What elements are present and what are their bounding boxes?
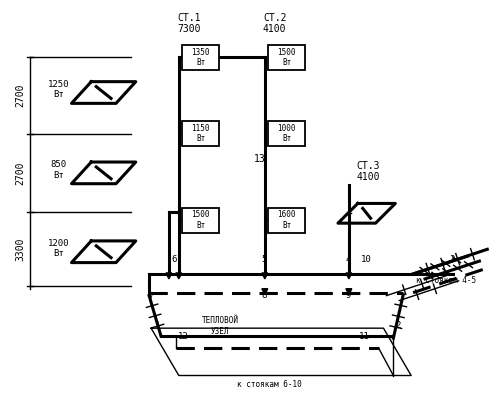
Text: 9: 9 <box>346 291 351 300</box>
Text: 1150
Вт: 1150 Вт <box>191 124 210 143</box>
Bar <box>182 45 219 70</box>
Text: 10: 10 <box>361 255 371 264</box>
Text: 8: 8 <box>262 291 267 300</box>
Text: 1000
Вт: 1000 Вт <box>277 124 296 143</box>
Text: СТ.3
4100: СТ.3 4100 <box>357 160 380 182</box>
Bar <box>182 121 219 146</box>
Text: 2: 2 <box>395 321 401 330</box>
Text: 11: 11 <box>359 332 369 341</box>
Text: 1500
Вт: 1500 Вт <box>191 211 210 230</box>
Bar <box>268 208 305 232</box>
Text: 1500
Вт: 1500 Вт <box>277 48 296 67</box>
Text: 3: 3 <box>450 255 455 264</box>
Text: 1600
Вт: 1600 Вт <box>277 211 296 230</box>
Text: ТЕПЛОВОЙ
УЗЕЛ: ТЕПЛОВОЙ УЗЕЛ <box>202 316 239 336</box>
Bar <box>268 45 305 70</box>
Polygon shape <box>346 273 352 279</box>
Polygon shape <box>262 273 268 279</box>
Text: 7: 7 <box>147 294 153 302</box>
Bar <box>182 208 219 232</box>
Polygon shape <box>176 273 182 279</box>
Polygon shape <box>262 289 268 295</box>
Text: 2700: 2700 <box>15 84 25 107</box>
Text: 5: 5 <box>262 255 267 264</box>
Text: 13: 13 <box>254 154 266 164</box>
Text: к стоякам 4-5: к стоякам 4-5 <box>416 276 476 285</box>
Text: 12: 12 <box>178 332 188 341</box>
Text: 1200
Вт: 1200 Вт <box>47 239 69 258</box>
Text: 3300: 3300 <box>15 237 25 261</box>
Text: 1350
Вт: 1350 Вт <box>191 48 210 67</box>
Text: 1: 1 <box>155 321 161 330</box>
Text: к стоякам 6-10: к стоякам 6-10 <box>238 380 302 389</box>
Text: СТ.2
4100: СТ.2 4100 <box>263 13 286 34</box>
Text: 6: 6 <box>171 255 176 264</box>
Text: 1250
Вт: 1250 Вт <box>47 80 69 99</box>
Text: 4: 4 <box>346 255 351 264</box>
Text: СТ.1
7300: СТ.1 7300 <box>177 13 200 34</box>
Polygon shape <box>166 273 172 279</box>
Polygon shape <box>346 289 352 295</box>
Text: 850
Вт: 850 Вт <box>50 160 66 179</box>
Bar <box>268 121 305 146</box>
Text: 2700: 2700 <box>15 161 25 185</box>
